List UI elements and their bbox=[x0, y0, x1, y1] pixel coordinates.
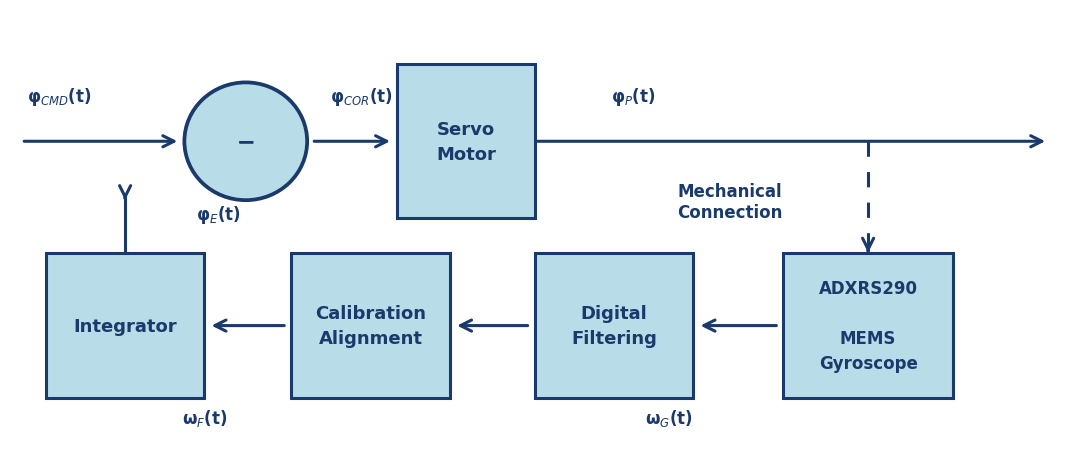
Text: −: − bbox=[237, 132, 255, 152]
Text: φ$_{E}$(t): φ$_{E}$(t) bbox=[197, 204, 241, 226]
Text: φ$_{COR}$(t): φ$_{COR}$(t) bbox=[330, 86, 393, 108]
FancyBboxPatch shape bbox=[292, 253, 450, 399]
Text: ω$_{G}$(t): ω$_{G}$(t) bbox=[645, 407, 693, 428]
Text: −: − bbox=[237, 132, 255, 152]
FancyBboxPatch shape bbox=[783, 253, 953, 399]
FancyBboxPatch shape bbox=[45, 253, 204, 399]
Ellipse shape bbox=[185, 83, 307, 201]
Text: ADXRS290

MEMS
Gyroscope: ADXRS290 MEMS Gyroscope bbox=[819, 279, 918, 372]
Text: Integrator: Integrator bbox=[73, 317, 177, 335]
Text: φ$_{CMD}$(t): φ$_{CMD}$(t) bbox=[27, 86, 91, 108]
Text: Calibration
Alignment: Calibration Alignment bbox=[315, 304, 427, 347]
Text: φ$_{P}$(t): φ$_{P}$(t) bbox=[611, 86, 656, 108]
Text: ω$_{F}$(t): ω$_{F}$(t) bbox=[181, 407, 227, 428]
Text: Mechanical
Connection: Mechanical Connection bbox=[677, 182, 783, 221]
FancyBboxPatch shape bbox=[535, 253, 693, 399]
Text: Servo
Motor: Servo Motor bbox=[436, 121, 496, 163]
Text: Digital
Filtering: Digital Filtering bbox=[571, 304, 657, 347]
FancyBboxPatch shape bbox=[397, 65, 535, 219]
